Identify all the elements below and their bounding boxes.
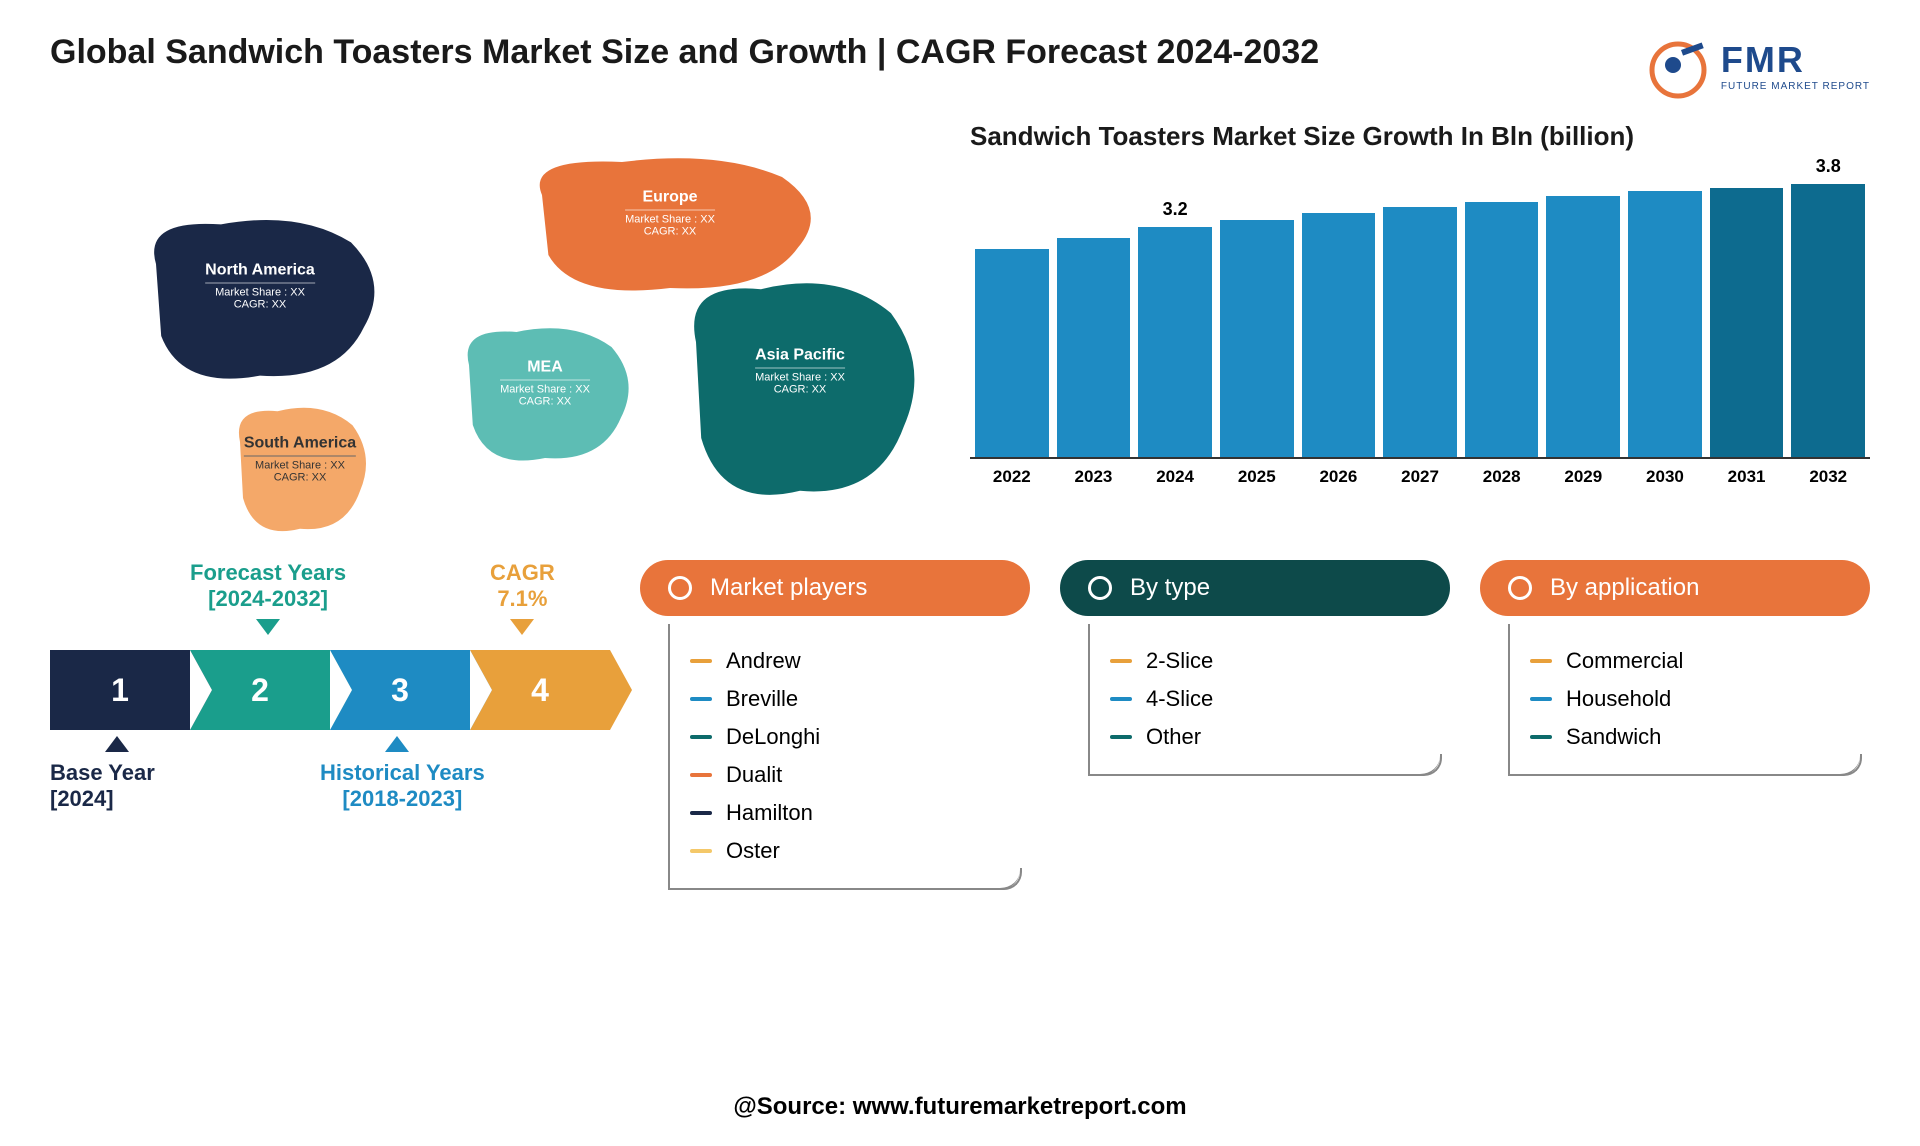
bar-2029 (1546, 196, 1620, 457)
base-year-label: Base Year[2024] (50, 760, 155, 813)
category-item: Andrew (690, 642, 1020, 680)
category-item: Breville (690, 680, 1020, 718)
page-title: Global Sandwich Toasters Market Size and… (50, 30, 1319, 74)
category-item: 2-Slice (1110, 642, 1440, 680)
category-item: Commercial (1530, 642, 1860, 680)
category-item: Oster (690, 832, 1020, 870)
category-header: By application (1480, 560, 1870, 616)
forecast-label: Forecast Years[2024-2032] (190, 560, 346, 613)
category-header: By type (1060, 560, 1450, 616)
category-item: DeLonghi (690, 718, 1020, 756)
bar-2025 (1220, 220, 1294, 457)
xlabel: 2031 (1710, 467, 1784, 487)
xlabel: 2030 (1628, 467, 1702, 487)
bar-2023 (1057, 238, 1131, 457)
bar-2027 (1383, 207, 1457, 457)
category-by-type: By type 2-Slice4-SliceOther (1060, 560, 1450, 890)
category-market-players: Market players AndrewBrevilleDeLonghiDual… (640, 560, 1030, 890)
bar-2024: 3.2 (1138, 227, 1212, 457)
category-by-application: By application CommercialHouseholdSandwic… (1480, 560, 1870, 890)
cagr-label: CAGR7.1% (490, 560, 555, 613)
bar-2022 (975, 249, 1049, 457)
xlabel: 2025 (1220, 467, 1294, 487)
timeline-infographic: Forecast Years[2024-2032] CAGR7.1% 1234 … (50, 560, 610, 842)
category-header: Market players (640, 560, 1030, 616)
world-map: North America Market Share : XXCAGR: XX … (50, 120, 930, 520)
bar-2026 (1302, 213, 1376, 457)
xlabel: 2024 (1138, 467, 1212, 487)
xlabel: 2023 (1057, 467, 1131, 487)
hist-years-label: Historical Years[2018-2023] (320, 760, 485, 813)
category-item: Household (1530, 680, 1860, 718)
map-region-mea: MEA Market Share : XXCAGR: XX (450, 320, 640, 470)
category-item: Other (1110, 718, 1440, 756)
category-item: Dualit (690, 756, 1020, 794)
bar-2028 (1465, 202, 1539, 457)
bar-2030 (1628, 191, 1702, 457)
category-item: Sandwich (1530, 718, 1860, 756)
logo-text-sub: FUTURE MARKET REPORT (1721, 81, 1870, 92)
logo-text-fmr: FMR (1721, 39, 1870, 81)
xlabel: 2027 (1383, 467, 1457, 487)
growth-bar-chart: Sandwich Toasters Market Size Growth In … (970, 120, 1870, 520)
bar-2032: 3.8 (1791, 184, 1865, 457)
category-item: 4-Slice (1110, 680, 1440, 718)
map-region-north-america: North America Market Share : XXCAGR: XX (130, 210, 390, 390)
bar-2031 (1710, 188, 1784, 457)
xlabel: 2029 (1546, 467, 1620, 487)
xlabel: 2032 (1791, 467, 1865, 487)
source-attribution: @Source: www.futuremarketreport.com (733, 1093, 1186, 1121)
chart-title: Sandwich Toasters Market Size Growth In … (970, 120, 1870, 154)
map-region-asia-pacific: Asia Pacific Market Share : XXCAGR: XX (670, 270, 930, 510)
xlabel: 2028 (1465, 467, 1539, 487)
xlabel: 2022 (975, 467, 1049, 487)
category-item: Hamilton (690, 794, 1020, 832)
map-region-south-america: South America Market Share : XXCAGR: XX (225, 400, 375, 540)
logo-icon (1643, 30, 1713, 100)
fmr-logo: FMR FUTURE MARKET REPORT (1643, 30, 1870, 100)
timeline-seg-1: 1 (50, 650, 190, 730)
xlabel: 2026 (1302, 467, 1376, 487)
